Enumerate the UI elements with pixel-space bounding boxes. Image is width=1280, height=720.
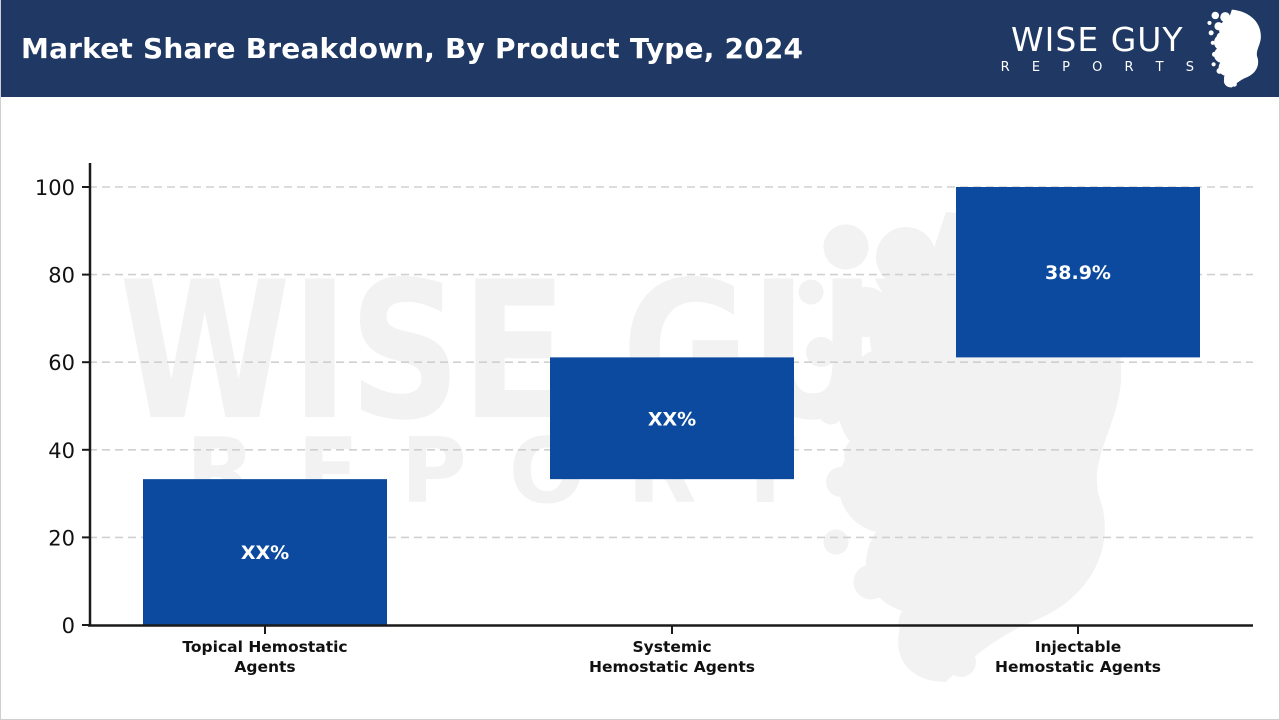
brand-head-icon <box>1207 9 1261 88</box>
y-tick-label: 100 <box>35 176 75 200</box>
brand-logo: WISE GUY R E P O R T S <box>992 9 1265 89</box>
bar-value-label: 38.9% <box>1045 262 1111 284</box>
y-tick-label: 80 <box>48 264 75 288</box>
brand-logo-text: WISE GUY R E P O R T S <box>992 23 1203 75</box>
bar-segment <box>550 357 794 480</box>
brand-name: WISE GUY <box>1011 19 1184 59</box>
page-title: Market Share Breakdown, By Product Type,… <box>21 32 804 65</box>
y-tick-label: 20 <box>48 526 75 550</box>
y-tick-label: 60 <box>48 351 75 375</box>
x-category-label: Injectable Hemostatic Agents <box>995 638 1161 676</box>
x-category-label: Systemic Hemostatic Agents <box>589 638 755 676</box>
brand-subname: R E P O R T S <box>1000 59 1203 75</box>
bar-segment <box>956 187 1200 358</box>
y-tick-label: 0 <box>62 614 75 638</box>
header-bar: Market Share Breakdown, By Product Type,… <box>1 0 1279 97</box>
x-category-label: Topical Hemostatic Agents <box>182 638 347 676</box>
bar-value-label: XX% <box>241 542 289 564</box>
bar-segment <box>143 479 387 625</box>
bar-value-label: XX% <box>648 408 696 430</box>
y-tick-label: 40 <box>48 439 75 463</box>
